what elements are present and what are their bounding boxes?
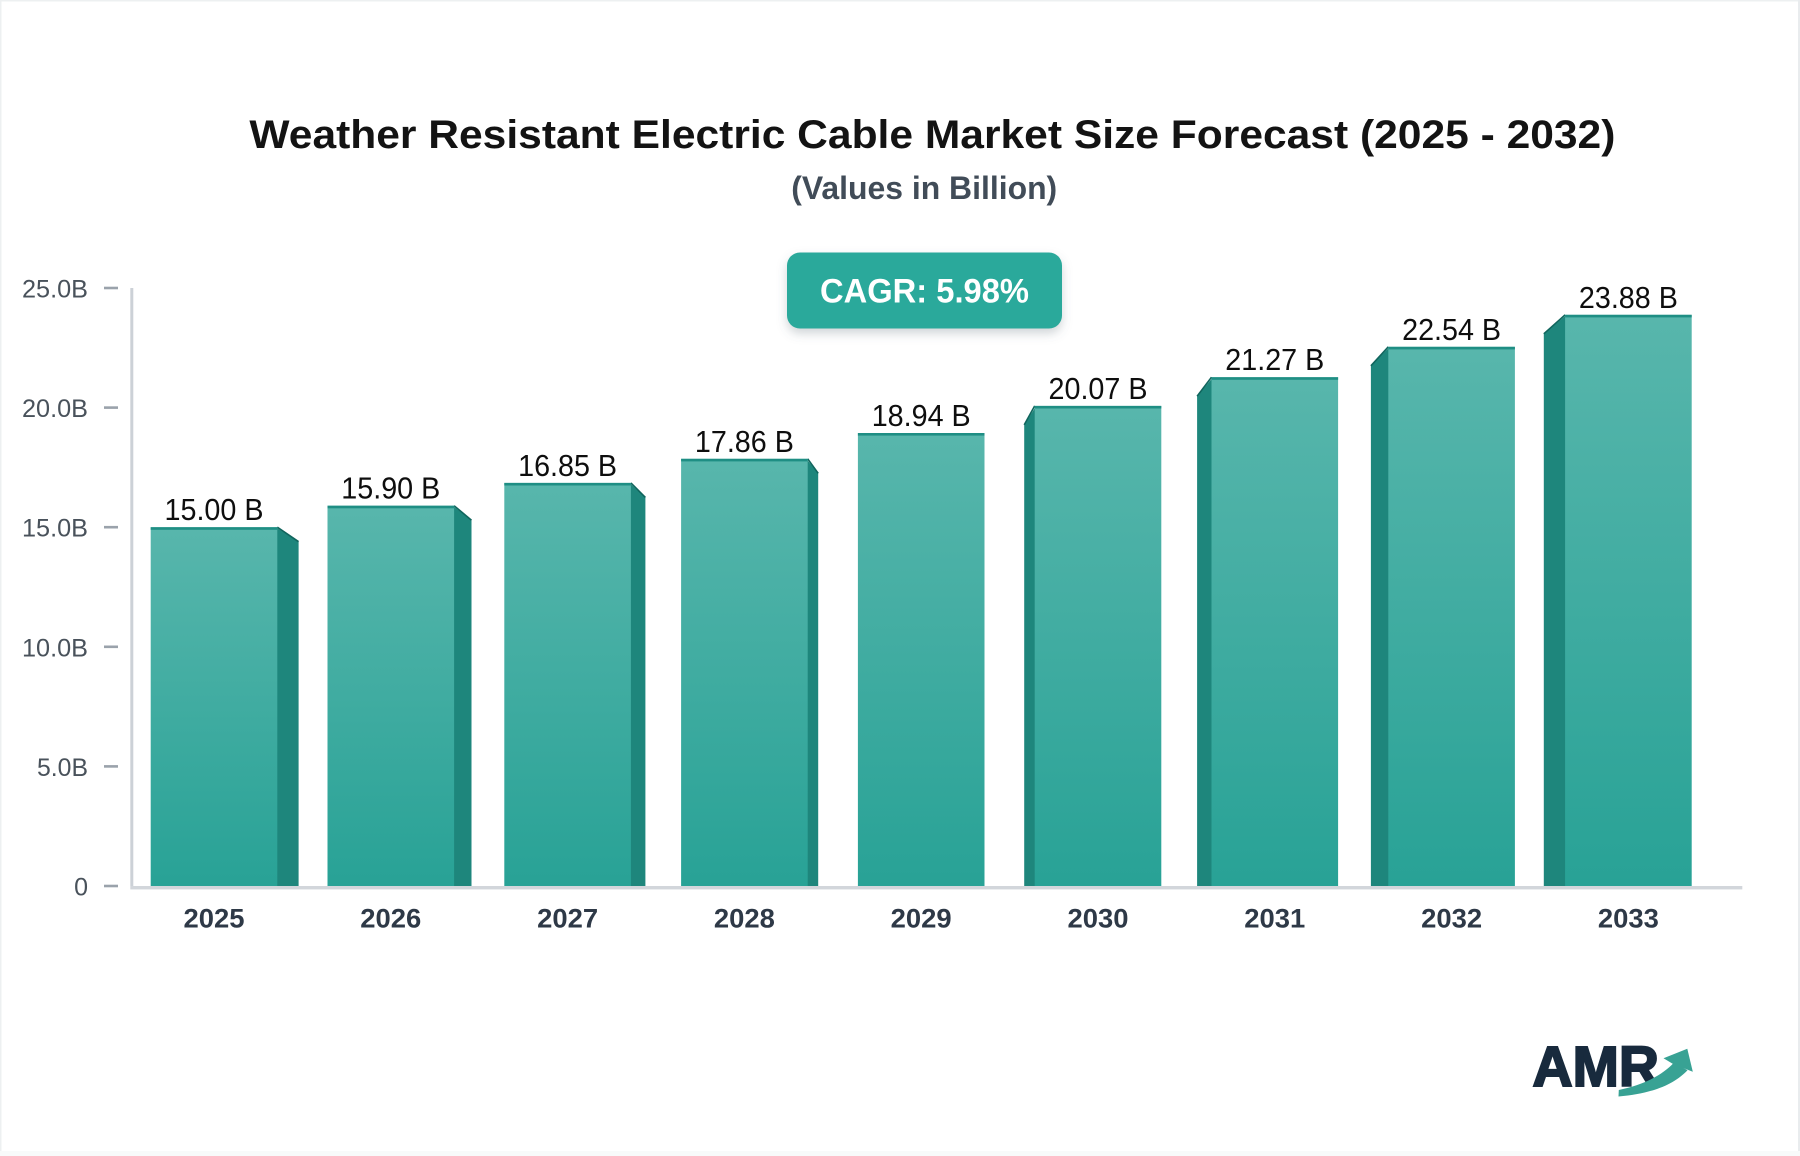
svg-text:10.0B: 10.0B xyxy=(22,634,88,662)
svg-text:18.94 B: 18.94 B xyxy=(872,398,971,433)
svg-text:2028: 2028 xyxy=(714,903,775,933)
svg-text:23.88 B: 23.88 B xyxy=(1579,280,1678,315)
svg-text:2029: 2029 xyxy=(891,903,952,933)
svg-text:(Values in Billion): (Values in Billion) xyxy=(791,170,1057,206)
svg-text:22.54 B: 22.54 B xyxy=(1402,312,1501,347)
svg-text:2027: 2027 xyxy=(537,903,598,933)
svg-text:2033: 2033 xyxy=(1598,903,1659,933)
svg-text:2032: 2032 xyxy=(1421,903,1482,933)
svg-text:CAGR: 5.98%: CAGR: 5.98% xyxy=(820,272,1029,310)
svg-text:2025: 2025 xyxy=(184,903,245,933)
svg-text:0: 0 xyxy=(74,874,88,902)
svg-text:25.0B: 25.0B xyxy=(22,276,88,304)
svg-text:Weather Resistant Electric Cab: Weather Resistant Electric Cable Market … xyxy=(249,113,1615,157)
svg-text:16.85 B: 16.85 B xyxy=(518,448,617,483)
svg-text:2031: 2031 xyxy=(1244,903,1305,933)
svg-text:17.86 B: 17.86 B xyxy=(695,424,794,459)
svg-text:20.07 B: 20.07 B xyxy=(1049,371,1148,406)
svg-text:20.0B: 20.0B xyxy=(22,395,88,423)
svg-text:15.90 B: 15.90 B xyxy=(341,471,440,506)
svg-text:2030: 2030 xyxy=(1068,903,1129,933)
svg-text:2026: 2026 xyxy=(360,903,421,933)
svg-text:15.00 B: 15.00 B xyxy=(165,492,264,527)
svg-text:15.0B: 15.0B xyxy=(22,515,88,543)
svg-text:21.27 B: 21.27 B xyxy=(1225,342,1324,377)
svg-text:5.0B: 5.0B xyxy=(37,754,88,782)
